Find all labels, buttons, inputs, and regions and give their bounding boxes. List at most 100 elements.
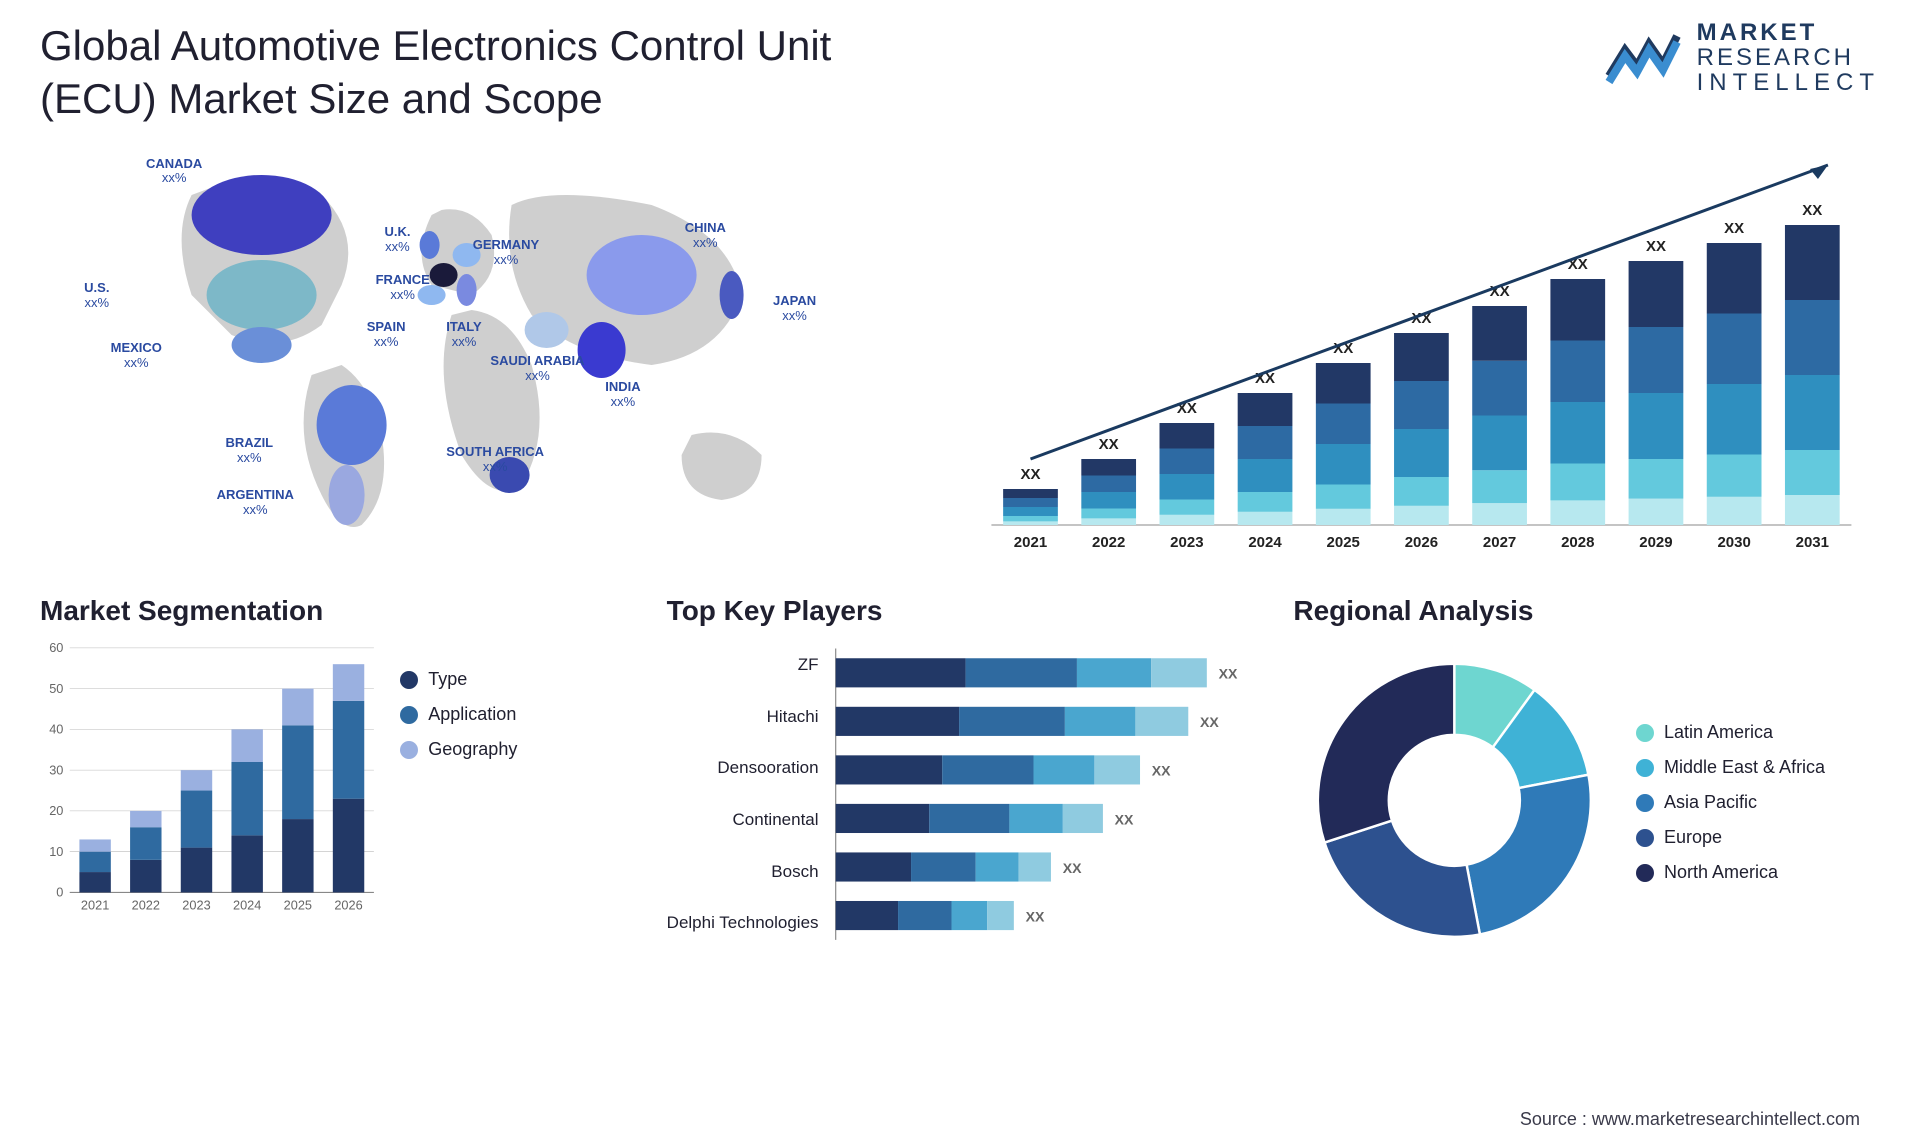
map-land-au <box>682 433 762 501</box>
regional-legend-item: Latin America <box>1636 722 1880 743</box>
growth-bar-seg <box>1316 485 1371 509</box>
seg-legend-label: Geography <box>428 739 517 760</box>
map-label-china: CHINAxx% <box>685 221 726 251</box>
kp-bar-seg <box>1064 707 1135 736</box>
growth-bar-seg <box>1785 495 1840 525</box>
regional-legend-item: Middle East & Africa <box>1636 757 1880 778</box>
regional-panel: Regional Analysis Latin America Middle Ea… <box>1293 595 1880 905</box>
seg-ytick: 0 <box>56 885 63 900</box>
key-players-labels: ZFHitachiDensoorationContinentalBoschDel… <box>667 639 831 949</box>
legend-dot-icon <box>400 741 418 759</box>
kp-bar-seg <box>1135 707 1188 736</box>
kp-bar-seg <box>835 658 965 687</box>
growth-bar-seg <box>1472 306 1527 361</box>
logo-text-1: MARKET <box>1697 20 1880 45</box>
growth-year-label: 2026 <box>1405 534 1438 551</box>
legend-dot-icon <box>1636 829 1654 847</box>
seg-legend-label: Application <box>428 704 516 725</box>
growth-year-label: 2028 <box>1561 534 1594 551</box>
growth-bar-seg <box>1551 341 1606 403</box>
key-players-chart-svg: XXXXXXXXXXXX <box>831 639 1254 949</box>
growth-bar-seg <box>1394 477 1449 506</box>
regional-legend-item: North America <box>1636 862 1880 883</box>
growth-bar-seg <box>1472 416 1527 471</box>
donut-slice <box>1325 821 1480 937</box>
regional-legend-item: Asia Pacific <box>1636 792 1880 813</box>
growth-year-label: 2029 <box>1639 534 1672 551</box>
growth-bar-seg <box>1394 381 1449 429</box>
growth-bar-seg <box>1472 470 1527 503</box>
seg-legend-item: Geography <box>400 739 626 760</box>
map-country-saudi <box>525 312 569 348</box>
growth-bar-seg <box>1472 361 1527 416</box>
growth-bar-seg <box>1785 300 1840 375</box>
map-label-uk: U.K.xx% <box>384 225 410 255</box>
kp-bar-seg <box>835 707 958 736</box>
seg-bar-seg <box>130 860 161 893</box>
kp-bar-seg <box>1094 755 1140 784</box>
growth-bar-seg <box>1394 506 1449 525</box>
seg-year-label: 2026 <box>334 897 362 912</box>
regional-legend: Latin America Middle East & Africa Asia Pa… <box>1636 722 1880 883</box>
map-country-china <box>587 235 697 315</box>
regional-legend-label: Latin America <box>1664 722 1773 743</box>
map-country-brazil <box>317 385 387 465</box>
growth-bar-seg <box>1316 363 1371 404</box>
segmentation-panel: Market Segmentation 01020304050602021202… <box>40 595 627 905</box>
seg-bar-seg <box>181 791 212 848</box>
map-label-india: INDIAxx% <box>605 380 640 410</box>
seg-bar-seg <box>282 725 313 819</box>
legend-dot-icon <box>1636 864 1654 882</box>
kp-player-label: Hitachi <box>667 707 819 727</box>
kp-value-label: XX <box>1025 908 1044 924</box>
map-label-us: U.S.xx% <box>84 281 109 311</box>
legend-dot-icon <box>400 706 418 724</box>
kp-value-label: XX <box>1062 860 1081 876</box>
map-label-spain: SPAINxx% <box>367 320 406 350</box>
growth-bar-seg <box>1551 500 1606 525</box>
regional-title: Regional Analysis <box>1293 595 1880 627</box>
growth-year-label: 2031 <box>1796 534 1829 551</box>
growth-bar-seg <box>1082 476 1137 493</box>
kp-player-label: Densooration <box>667 758 819 778</box>
legend-dot-icon <box>400 671 418 689</box>
growth-chart-svg: XX2021XX2022XX2023XX2024XX2025XX2026XX20… <box>963 135 1880 565</box>
regional-donut-svg <box>1293 639 1616 962</box>
seg-bar-seg <box>333 664 364 701</box>
seg-bar-seg <box>231 729 262 762</box>
seg-ytick: 60 <box>49 640 63 655</box>
seg-ytick: 30 <box>49 762 63 777</box>
growth-bar-seg <box>1629 261 1684 327</box>
kp-value-label: XX <box>1218 666 1237 682</box>
source-text: Source : www.marketresearchintellect.com <box>1520 1109 1860 1130</box>
growth-bar-seg <box>1472 503 1527 525</box>
growth-bar-seg <box>1003 516 1058 521</box>
map-label-france: FRANCExx% <box>376 273 430 303</box>
kp-value-label: XX <box>1151 763 1170 779</box>
map-label-south_africa: SOUTH AFRICAxx% <box>446 445 544 475</box>
growth-bar-seg <box>1003 507 1058 516</box>
seg-bar-seg <box>231 762 262 835</box>
kp-player-label: Continental <box>667 810 819 830</box>
growth-year-label: 2030 <box>1718 534 1751 551</box>
regional-legend-item: Europe <box>1636 827 1880 848</box>
seg-bar-seg <box>333 701 364 799</box>
kp-value-label: XX <box>1114 811 1133 827</box>
kp-bar-seg <box>929 804 1009 833</box>
kp-bar-seg <box>1151 658 1207 687</box>
regional-legend-label: Middle East & Africa <box>1664 757 1825 778</box>
segmentation-legend: Type Application Geography <box>400 639 626 920</box>
growth-bar-seg <box>1316 509 1371 525</box>
world-map-svg <box>40 135 923 565</box>
seg-year-label: 2025 <box>284 897 312 912</box>
growth-bar-seg <box>1629 393 1684 459</box>
map-label-saudi: SAUDI ARABIAxx% <box>490 354 584 384</box>
map-country-uk <box>420 231 440 259</box>
seg-year-label: 2022 <box>132 897 160 912</box>
segmentation-chart-svg: 0102030405060202120222023202420252026 <box>40 639 380 920</box>
growth-bar-seg <box>1082 459 1137 476</box>
kp-bar-seg <box>835 901 897 930</box>
seg-legend-item: Type <box>400 669 626 690</box>
logo-text-3: INTELLECT <box>1697 70 1880 95</box>
growth-bar-seg <box>1316 444 1371 485</box>
